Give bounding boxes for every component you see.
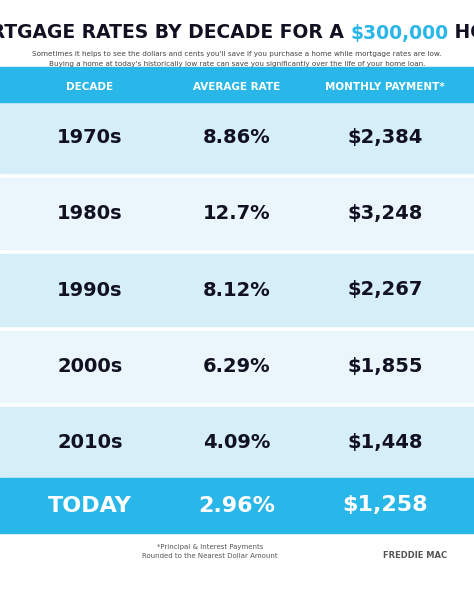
Text: Sometimes it helps to see the dollars and cents you'll save if you purchase a ho: Sometimes it helps to see the dollars an… xyxy=(32,51,442,57)
Text: 8.86%: 8.86% xyxy=(203,128,271,147)
Text: 2010s: 2010s xyxy=(57,433,123,452)
Text: 2.96%: 2.96% xyxy=(199,495,275,515)
Text: $2,384: $2,384 xyxy=(347,128,423,147)
Text: DECADE: DECADE xyxy=(66,82,114,92)
Text: AVERAGE RATE: AVERAGE RATE xyxy=(193,82,281,92)
Text: 12.7%: 12.7% xyxy=(203,204,271,223)
Text: MORTGAGE RATES BY DECADE FOR A: MORTGAGE RATES BY DECADE FOR A xyxy=(0,24,350,43)
Text: MONTHLY PAYMENT*: MONTHLY PAYMENT* xyxy=(325,82,445,92)
Text: FREDDIE MAC: FREDDIE MAC xyxy=(383,551,447,560)
Bar xyxy=(0,72,474,102)
Text: HOME: HOME xyxy=(448,24,474,43)
Bar xyxy=(0,407,474,478)
Text: 8.12%: 8.12% xyxy=(203,281,271,300)
Bar xyxy=(0,254,474,326)
Text: *Principal & Interest Payments
Rounded to the Nearest Dollar Amount: *Principal & Interest Payments Rounded t… xyxy=(142,544,278,558)
Text: $1,448: $1,448 xyxy=(347,433,423,452)
Text: 2000s: 2000s xyxy=(57,357,123,376)
Bar xyxy=(0,67,474,72)
Text: $2,267: $2,267 xyxy=(347,281,423,300)
Text: $300,000: $300,000 xyxy=(350,24,448,43)
Bar xyxy=(0,178,474,249)
Text: 4.09%: 4.09% xyxy=(203,433,271,452)
Text: 1990s: 1990s xyxy=(57,281,123,300)
Bar xyxy=(0,478,474,533)
Bar xyxy=(0,330,474,402)
Text: 1980s: 1980s xyxy=(57,204,123,223)
Text: Buying a home at today's historically low rate can save you significantly over t: Buying a home at today's historically lo… xyxy=(49,61,425,67)
Text: $1,258: $1,258 xyxy=(342,495,428,515)
Text: 1970s: 1970s xyxy=(57,128,123,147)
Bar xyxy=(0,102,474,173)
Text: $3,248: $3,248 xyxy=(347,204,423,223)
Text: TODAY: TODAY xyxy=(48,495,132,515)
Text: $1,855: $1,855 xyxy=(347,357,423,376)
Text: 6.29%: 6.29% xyxy=(203,357,271,376)
